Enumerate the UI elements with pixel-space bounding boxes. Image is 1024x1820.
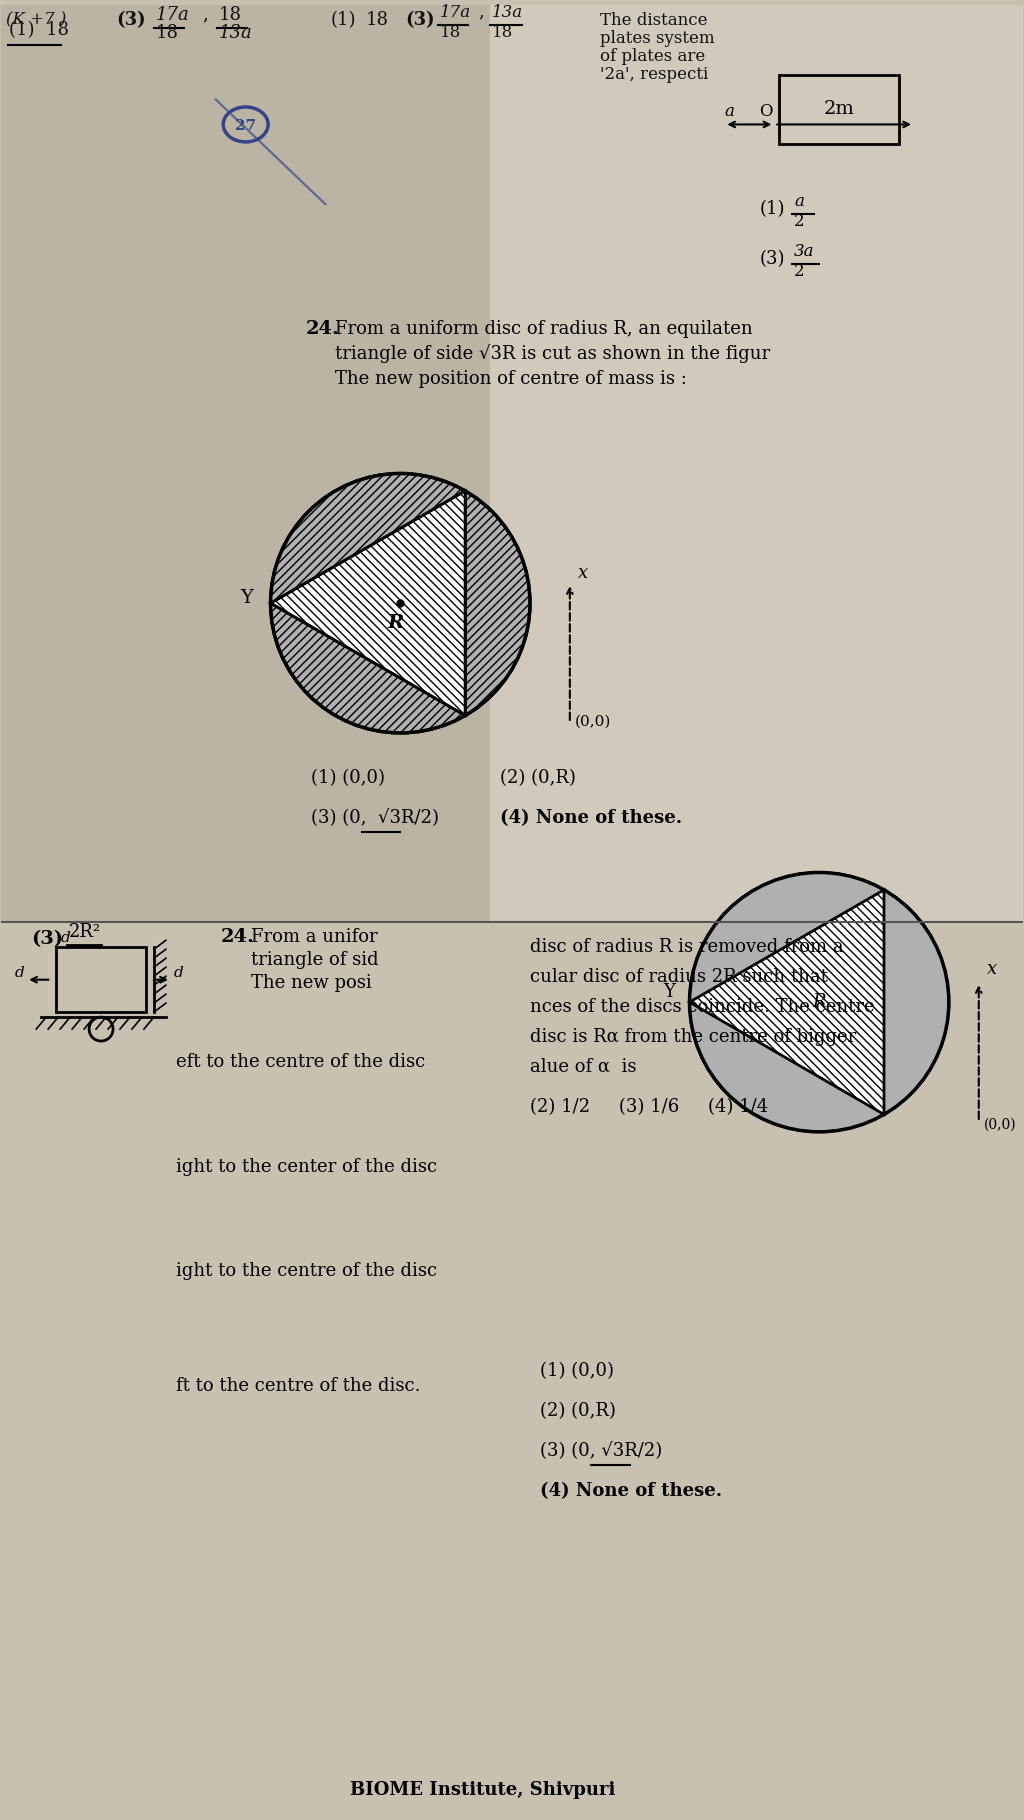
Text: ft to the centre of the disc.: ft to the centre of the disc. <box>176 1378 421 1396</box>
Text: d: d <box>174 966 183 979</box>
Text: 13a: 13a <box>493 4 523 20</box>
Text: 18: 18 <box>366 11 388 29</box>
Text: 2m: 2m <box>823 100 855 118</box>
Text: (0,0): (0,0) <box>984 1117 1017 1132</box>
Text: a: a <box>724 104 734 120</box>
Polygon shape <box>465 491 530 715</box>
Text: (3): (3) <box>32 930 63 948</box>
Polygon shape <box>689 872 884 1003</box>
Text: 13a: 13a <box>219 24 253 42</box>
Text: disc is Rα from the centre of bigger: disc is Rα from the centre of bigger <box>530 1028 856 1046</box>
Bar <box>56 946 146 1012</box>
Bar <box>1 923 1023 1820</box>
Text: (1) (0,0): (1) (0,0) <box>540 1361 614 1380</box>
Text: triangle of side √3R is cut as shown in the figur: triangle of side √3R is cut as shown in … <box>336 344 771 362</box>
Text: (0,0): (0,0) <box>574 715 611 728</box>
Text: Y: Y <box>663 983 675 1001</box>
Text: disc of radius R is removed from a: disc of radius R is removed from a <box>530 939 844 956</box>
Text: 18: 18 <box>156 24 179 42</box>
Text: (3) (0,  √3R/2): (3) (0, √3R/2) <box>310 808 438 826</box>
Text: d: d <box>14 966 24 979</box>
Text: cular disc of radius 2R such that: cular disc of radius 2R such that <box>530 968 827 986</box>
Text: alue of α  is: alue of α is <box>530 1057 637 1076</box>
Text: 2: 2 <box>795 264 805 280</box>
Text: 24.: 24. <box>305 320 339 339</box>
Text: 2R²: 2R² <box>70 923 101 941</box>
Text: a: a <box>795 193 804 211</box>
Text: (1): (1) <box>760 200 784 218</box>
Text: '2a', respecti: '2a', respecti <box>600 66 708 82</box>
Polygon shape <box>689 890 884 1114</box>
Text: 18: 18 <box>493 24 513 40</box>
Text: (2) (0,R): (2) (0,R) <box>500 768 575 786</box>
Text: From a uniform disc of radius R, an equilaten: From a uniform disc of radius R, an equi… <box>336 320 753 339</box>
Text: 18: 18 <box>219 5 242 24</box>
Text: The new posi: The new posi <box>251 974 372 992</box>
Text: x: x <box>987 961 996 977</box>
Text: (K +7 ): (K +7 ) <box>6 11 67 29</box>
Text: (2) 1/2     (3) 1/6     (4) 1/4: (2) 1/2 (3) 1/6 (4) 1/4 <box>530 1097 768 1116</box>
Polygon shape <box>689 1003 884 1132</box>
Polygon shape <box>884 890 949 1114</box>
Text: R: R <box>387 613 403 632</box>
Text: (2) (0,R): (2) (0,R) <box>540 1401 615 1420</box>
Text: (1) (0,0): (1) (0,0) <box>310 768 384 786</box>
Text: BIOME Institute, Shivpuri: BIOME Institute, Shivpuri <box>350 1782 615 1798</box>
Text: triangle of sid: triangle of sid <box>251 952 378 970</box>
Text: 24.: 24. <box>221 928 255 946</box>
Text: (3): (3) <box>116 11 145 29</box>
Text: 2: 2 <box>795 213 805 229</box>
Text: O: O <box>760 104 773 120</box>
Text: ,: , <box>203 5 209 24</box>
Text: (4) None of these.: (4) None of these. <box>540 1481 722 1500</box>
Text: (3): (3) <box>406 11 435 29</box>
Text: ight to the center of the disc: ight to the center of the disc <box>176 1158 437 1176</box>
Text: (4) None of these.: (4) None of these. <box>500 808 682 826</box>
Text: From a unifor: From a unifor <box>251 928 377 946</box>
Text: R: R <box>812 994 826 1012</box>
Polygon shape <box>270 473 465 602</box>
Text: of plates are: of plates are <box>600 47 705 66</box>
Text: nces of the discs coincide. The centre: nces of the discs coincide. The centre <box>530 997 874 1016</box>
Bar <box>490 5 1023 923</box>
Bar <box>490 5 1023 923</box>
Bar <box>779 75 899 144</box>
Text: (1)  18: (1) 18 <box>9 20 70 38</box>
Text: 27: 27 <box>236 120 256 133</box>
Text: eft to the centre of the disc: eft to the centre of the disc <box>176 1054 425 1070</box>
Circle shape <box>270 473 530 733</box>
Text: x: x <box>578 564 588 582</box>
Text: plates system: plates system <box>600 29 715 47</box>
Text: d: d <box>61 932 71 945</box>
Text: 17a: 17a <box>156 5 189 24</box>
Bar <box>1 5 490 923</box>
Text: (3): (3) <box>760 249 784 268</box>
Text: ight to the centre of the disc: ight to the centre of the disc <box>176 1263 437 1281</box>
Text: (1): (1) <box>331 11 356 29</box>
Text: Y: Y <box>240 590 253 608</box>
Circle shape <box>689 872 949 1132</box>
Polygon shape <box>270 602 465 733</box>
Text: 3a: 3a <box>795 244 815 260</box>
Polygon shape <box>270 491 465 715</box>
Text: (3) (0, √3R/2): (3) (0, √3R/2) <box>540 1441 663 1460</box>
Text: ,: , <box>478 2 483 20</box>
Text: The new position of centre of mass is :: The new position of centre of mass is : <box>336 369 687 388</box>
Text: 18: 18 <box>440 24 462 40</box>
Text: The distance: The distance <box>600 11 708 29</box>
Text: 17a: 17a <box>440 4 471 20</box>
